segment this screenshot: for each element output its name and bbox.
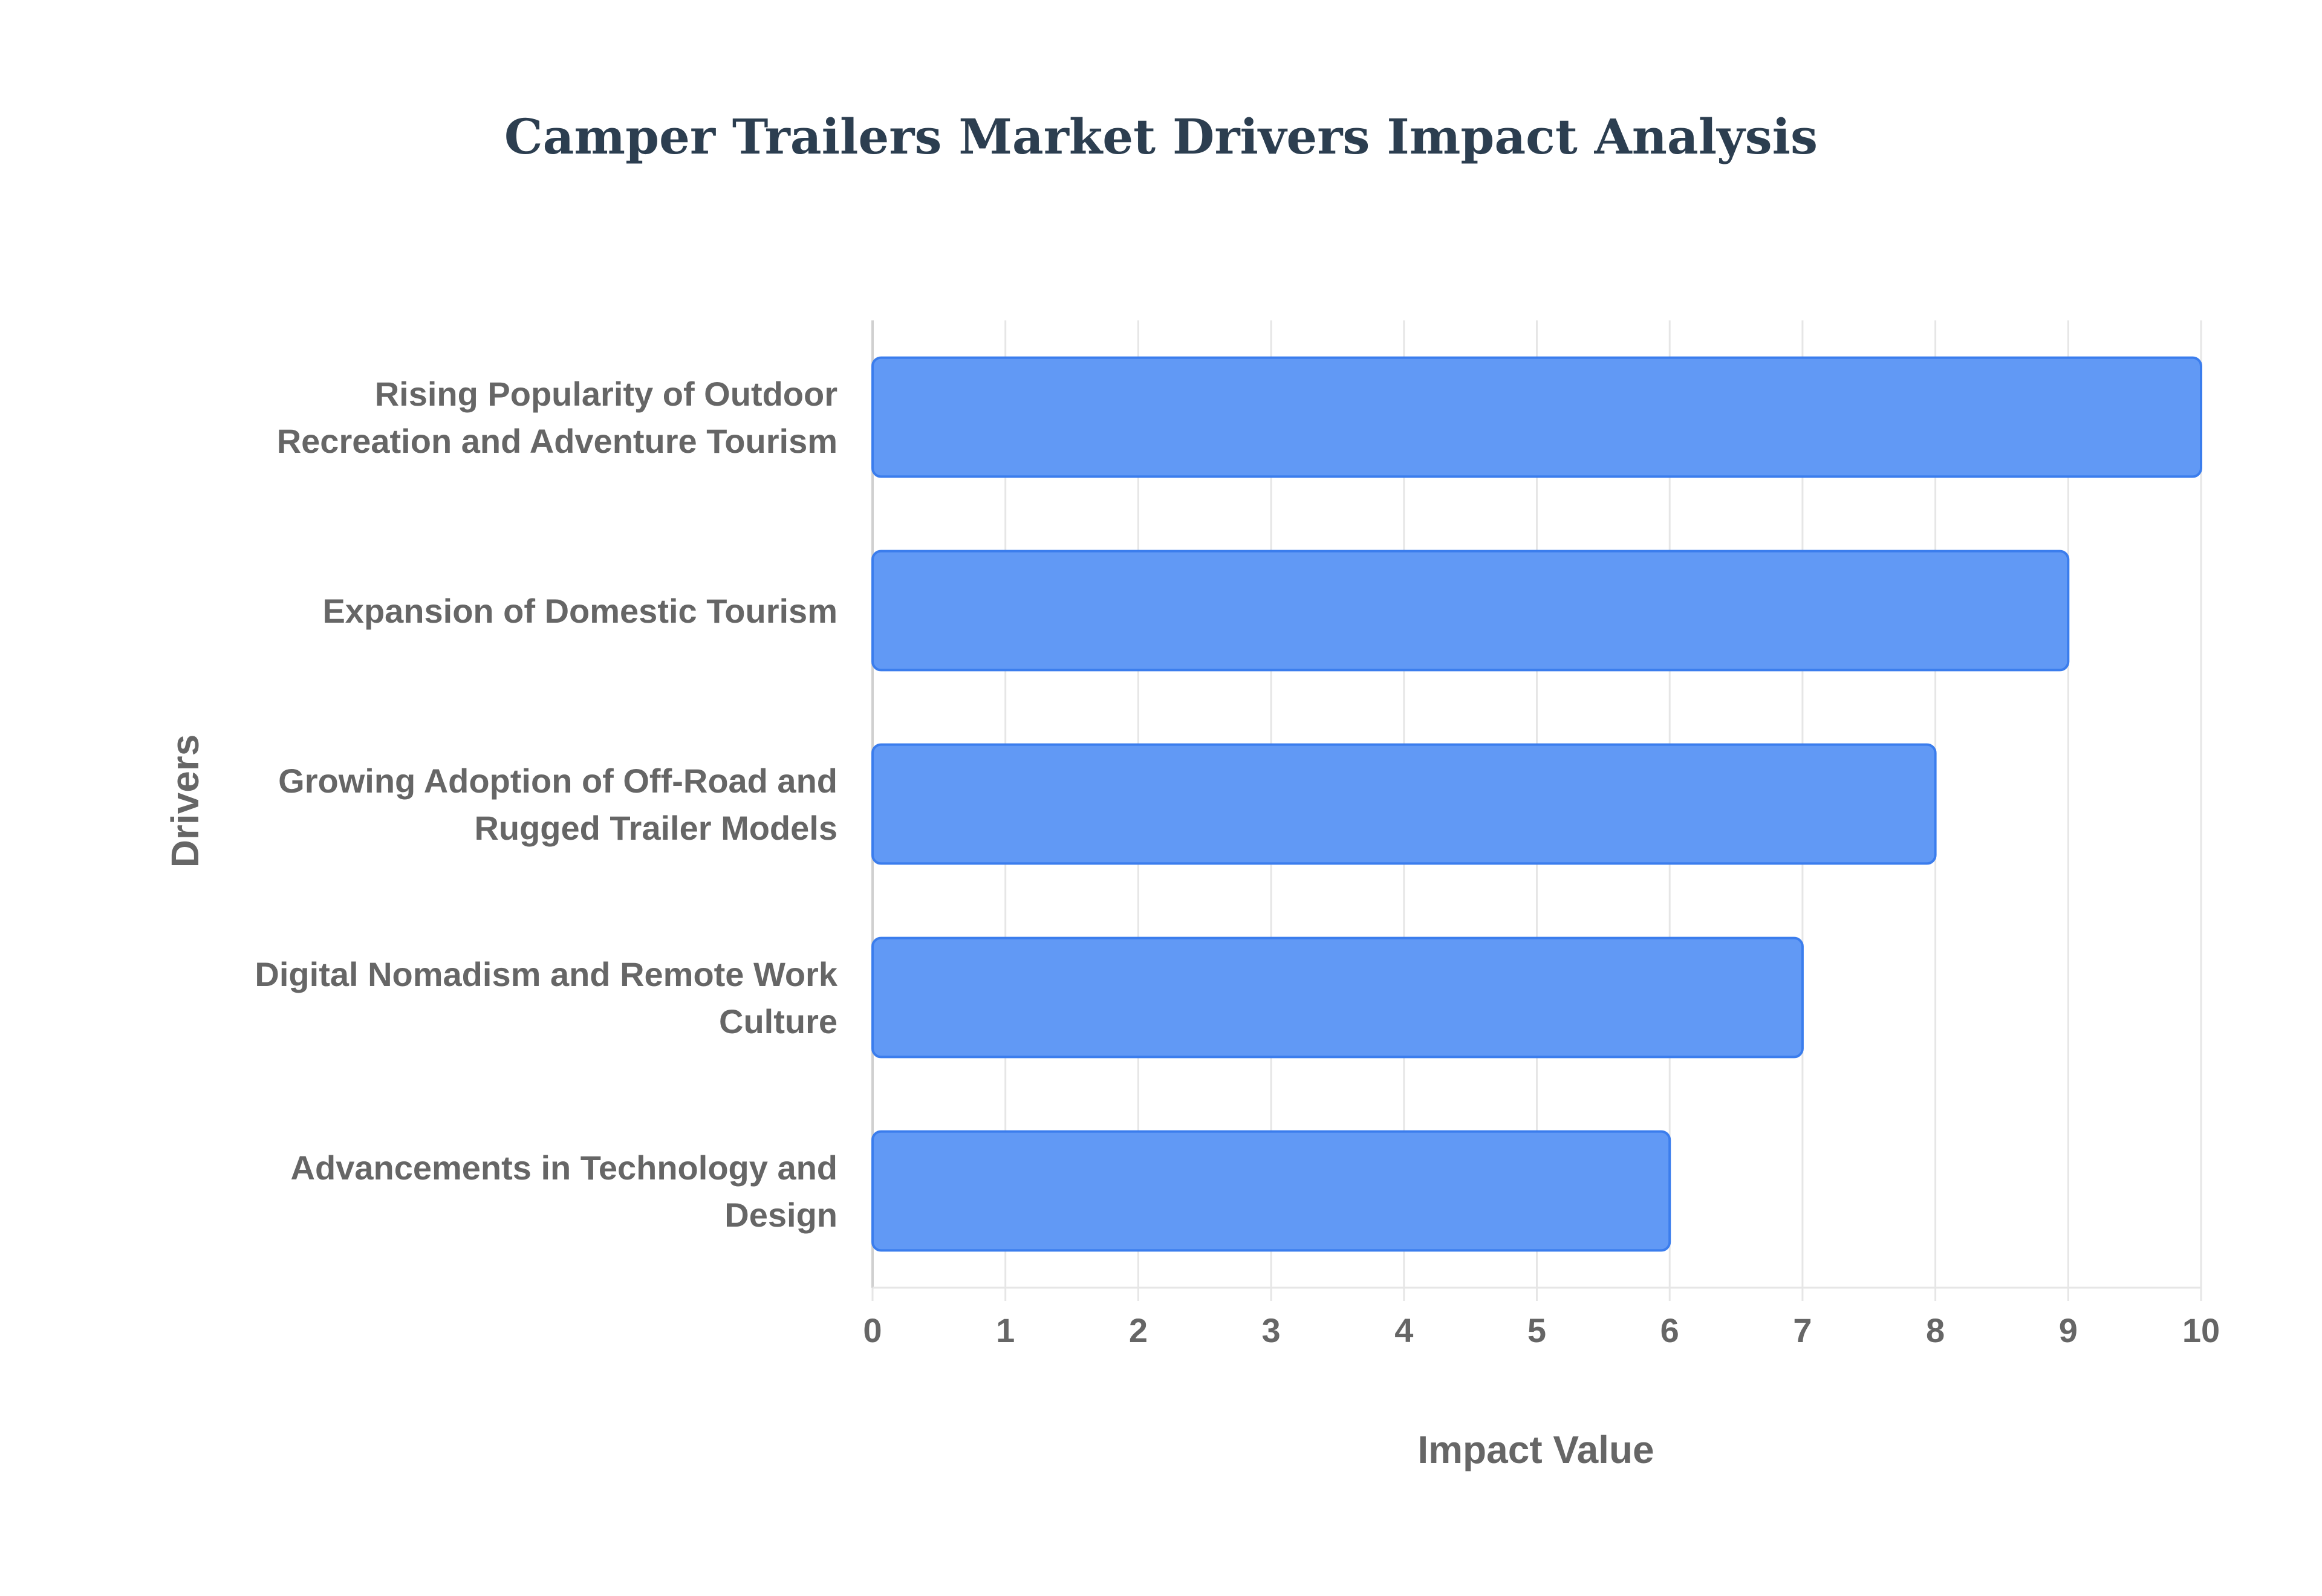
y-tick-label: Growing Adoption of Off-Road and Rugged T…	[278, 762, 837, 847]
y-tick-labels: Rising Popularity of Outdoor Recreation a…	[255, 375, 837, 1234]
x-axis-title: Impact Value	[1417, 1428, 1654, 1471]
x-tick-label: 9	[2059, 1311, 2078, 1349]
x-tick-label: 5	[1527, 1311, 1546, 1349]
x-tick-label: 10	[2182, 1311, 2220, 1349]
bar	[871, 356, 2202, 478]
bars	[871, 356, 2202, 1252]
x-tick-label: 8	[1926, 1311, 1945, 1349]
y-tick-label: Digital Nomadism and Remote Work Culture	[255, 955, 837, 1040]
x-tick-label: 2	[1129, 1311, 1148, 1349]
x-tick-label: 3	[1262, 1311, 1281, 1349]
y-axis-title: Drivers	[163, 735, 207, 868]
x-tick-label: 6	[1660, 1311, 1679, 1349]
bar	[871, 743, 1937, 865]
x-tick-label: 4	[1394, 1311, 1413, 1349]
bar	[871, 1130, 1671, 1252]
chart-title: Camper Trailers Market Drivers Impact An…	[504, 108, 1818, 165]
y-tick-label: Expansion of Domestic Tourism	[322, 592, 837, 630]
x-tick-labels: 0 1 2 3 4 5 6 7 8 9 10	[863, 1311, 2220, 1349]
y-tick-label: Advancements in Technology and Design	[291, 1149, 837, 1234]
x-tick-label: 0	[863, 1311, 882, 1349]
y-tick-label: Rising Popularity of Outdoor Recreation a…	[277, 375, 837, 460]
x-tick-label: 1	[996, 1311, 1015, 1349]
bar	[871, 550, 2070, 672]
x-tick-label: 7	[1793, 1311, 1812, 1349]
bar	[871, 936, 1804, 1059]
